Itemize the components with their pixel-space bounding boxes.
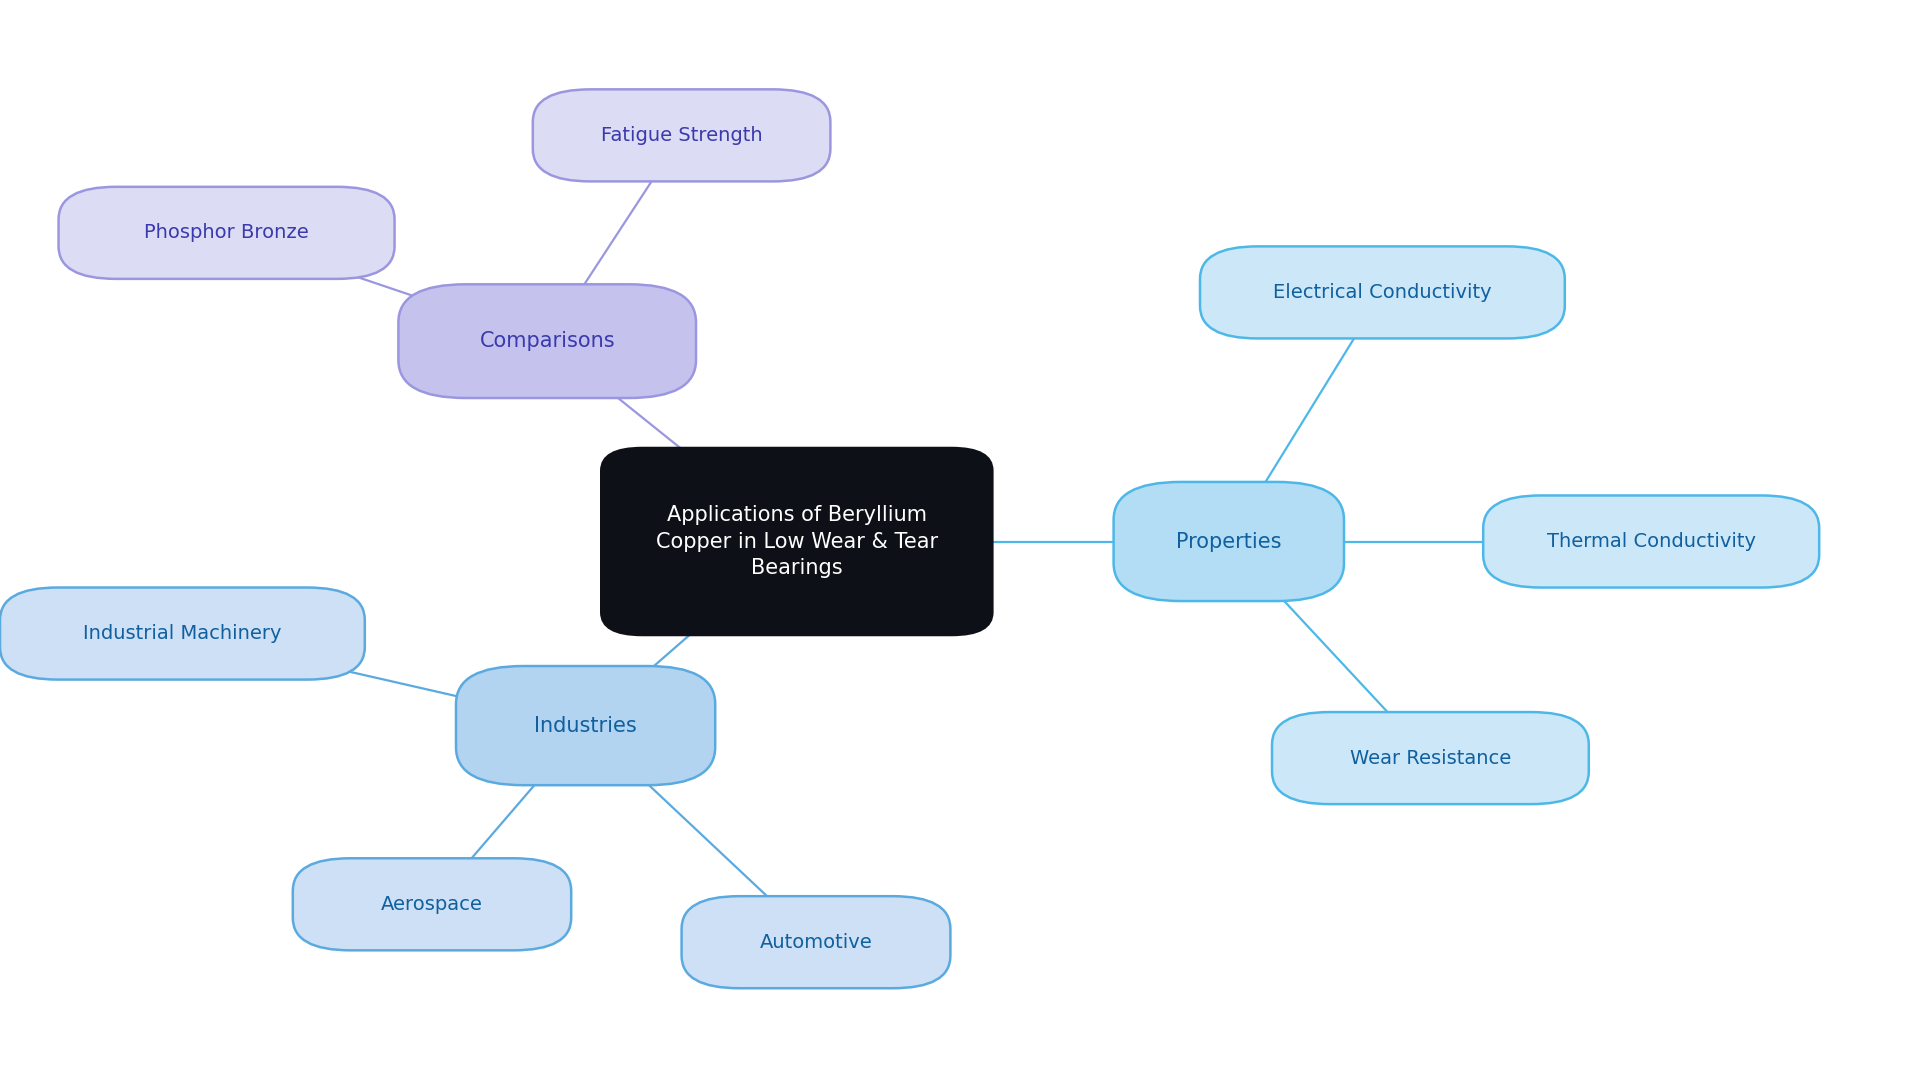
- FancyBboxPatch shape: [532, 90, 829, 182]
- FancyBboxPatch shape: [294, 858, 572, 951]
- Text: Electrical Conductivity: Electrical Conductivity: [1273, 283, 1492, 302]
- FancyBboxPatch shape: [1482, 496, 1820, 587]
- Text: Industries: Industries: [534, 716, 637, 735]
- FancyBboxPatch shape: [599, 447, 995, 637]
- Text: Aerospace: Aerospace: [380, 895, 484, 914]
- FancyBboxPatch shape: [682, 897, 950, 988]
- FancyBboxPatch shape: [1271, 713, 1590, 804]
- FancyBboxPatch shape: [0, 587, 365, 680]
- Text: Automotive: Automotive: [760, 932, 872, 952]
- Text: Comparisons: Comparisons: [480, 331, 614, 351]
- FancyBboxPatch shape: [397, 284, 695, 397]
- FancyBboxPatch shape: [1114, 482, 1344, 601]
- Text: Applications of Beryllium
Copper in Low Wear & Tear
Bearings: Applications of Beryllium Copper in Low …: [657, 505, 937, 578]
- Text: Thermal Conductivity: Thermal Conductivity: [1548, 532, 1755, 551]
- FancyBboxPatch shape: [1200, 247, 1565, 338]
- Text: Industrial Machinery: Industrial Machinery: [83, 624, 282, 643]
- FancyBboxPatch shape: [58, 186, 396, 278]
- FancyBboxPatch shape: [457, 666, 714, 785]
- Text: Properties: Properties: [1177, 532, 1281, 551]
- Text: Wear Resistance: Wear Resistance: [1350, 748, 1511, 768]
- Text: Phosphor Bronze: Phosphor Bronze: [144, 223, 309, 243]
- Text: Fatigue Strength: Fatigue Strength: [601, 126, 762, 145]
